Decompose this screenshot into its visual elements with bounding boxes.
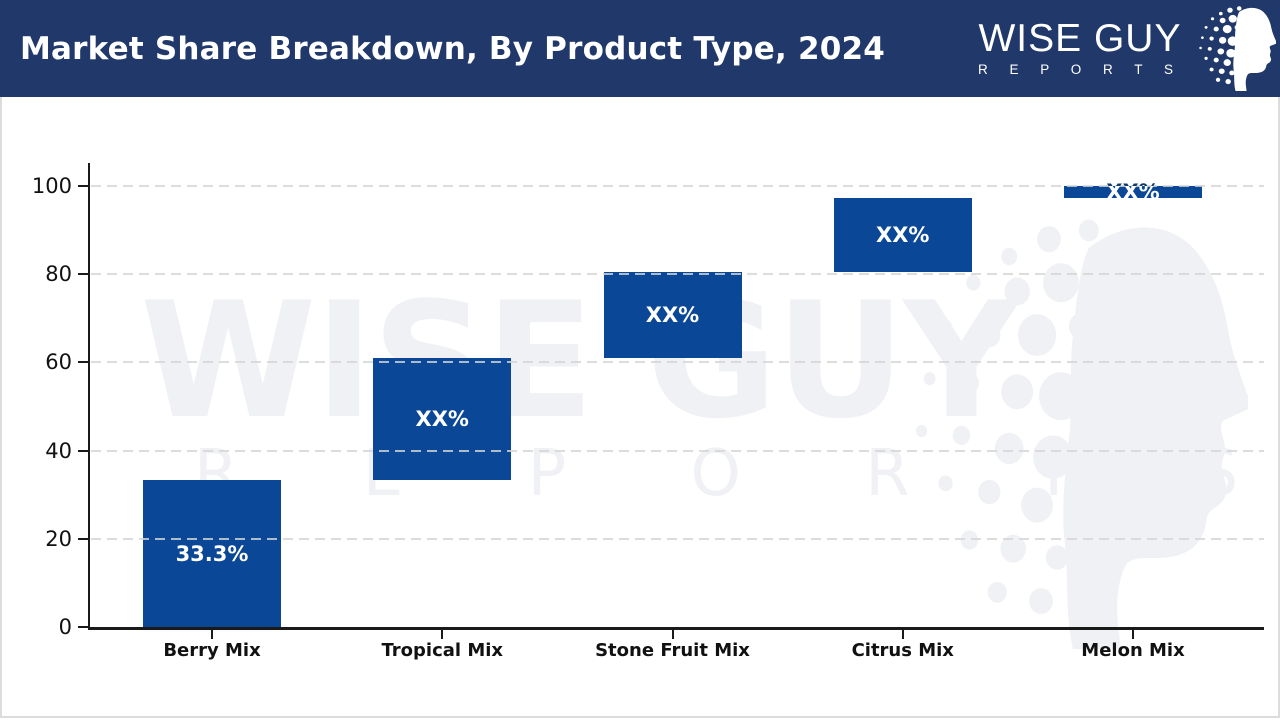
bar-value-label-overflow: XX% [1106,180,1160,205]
wiseguy-head-icon [1199,6,1276,91]
bar-tropical-mix [373,357,512,481]
x-tick-mark [901,630,904,639]
y-tick-mark [78,273,88,276]
x-category-label-citrus-mix: Citrus Mix [851,640,954,661]
gridline-100 [91,185,1264,187]
bar-melon-mix [1064,186,1202,199]
y-tick-mark [78,626,88,628]
bar-value-label-melon-mix: XX% XX% [1064,179,1202,205]
bar-value-label-citrus-mix: XX% [876,223,930,248]
y-tick-mark [78,185,88,187]
bar-value-label-stone-fruit-mix: XX% [645,302,700,327]
watermark-wordmark: WISE GUY [140,267,1019,454]
x-category-label-melon-mix: Melon Mix [1081,640,1185,661]
x-tick-mark [671,630,674,639]
bar-value-label-tropical-mix: XX% [415,406,469,431]
gridline-60 [91,361,1264,364]
header: Market Share Breakdown, By Product Type,… [0,0,1280,97]
gridline-80 [91,273,1264,276]
y-tick-label: 20 [45,526,72,551]
y-tick-label: 0 [58,615,72,639]
x-axis-line [88,627,1264,630]
y-tick-mark [78,449,88,452]
x-category-label-tropical-mix: Tropical Mix [381,640,504,661]
bar-value-label-inside: XX% [1106,180,1160,205]
y-tick-label: 40 [45,438,72,463]
bar-citrus-mix [833,198,972,272]
logo-subtitle: R E P O R T S [977,61,1182,77]
bar-value-label-berry-mix: 33.3% [175,541,249,566]
logo-text: WISE GUY R E P O R T S [977,17,1182,77]
gridline-20 [91,537,1264,540]
logo-wordmark: WISE GUY [978,17,1182,61]
y-tick-label: 60 [45,350,72,375]
chart-area: WISE GUY R E P O R T S 0 20 40 60 80 100 33.3%… [0,97,1280,718]
x-category-label-berry-mix: Berry Mix [163,640,261,661]
gridline-40 [91,449,1264,452]
bar-berry-mix [143,480,281,627]
y-tick-mark [78,537,88,540]
bar-stone-fruit-mix [603,271,742,358]
y-tick-label: 80 [45,262,72,287]
x-category-label-stone-fruit-mix: Stone Fruit Mix [595,640,750,661]
y-tick-label: 100 [31,174,72,198]
x-tick-mark [441,630,444,639]
chart-title: Market Share Breakdown, By Product Type,… [20,30,886,67]
y-tick-mark [78,361,88,364]
x-tick-mark [1132,630,1134,639]
x-tick-mark [211,630,213,639]
y-axis-line [88,163,90,630]
plot: 0 20 40 60 80 100 33.3% Berry Mix XX% Tropical Mi… [2,97,1278,716]
wiseguy-logo: WISE GUY R E P O R T S [978,5,1276,91]
